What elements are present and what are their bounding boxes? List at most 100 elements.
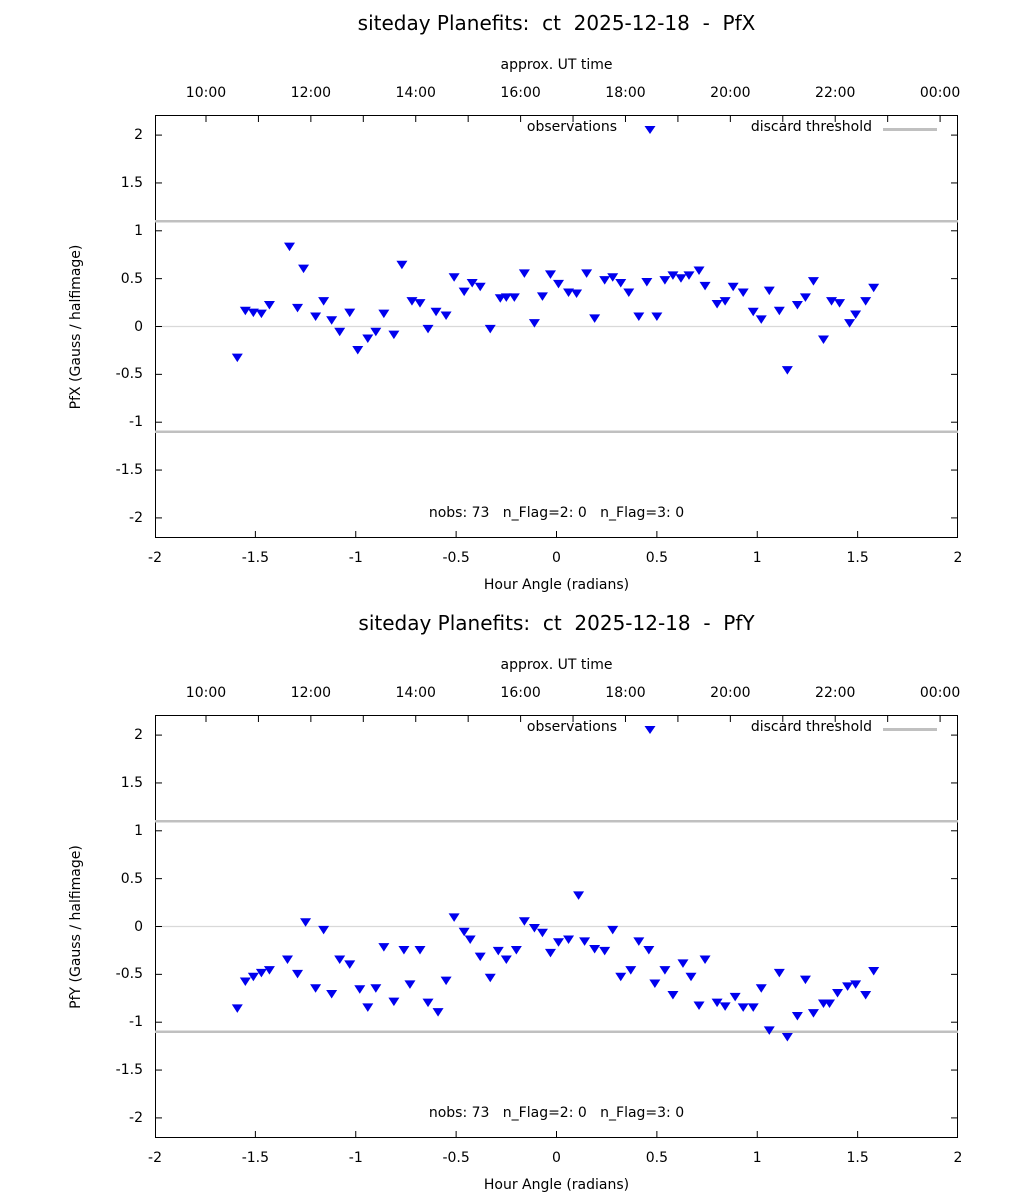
y-tick-label: -1.5 xyxy=(115,1062,143,1079)
x-tick-label: 1 xyxy=(752,1150,762,1166)
data-point xyxy=(388,997,400,1007)
data-point xyxy=(781,1033,793,1042)
data-point xyxy=(422,998,434,1008)
chart-title: siteday Planefits: ct 2025-12-18 - PfY xyxy=(358,611,755,635)
data-point xyxy=(607,273,619,282)
x-axis-title: Hour Angle (radians) xyxy=(483,577,630,593)
y-tick-label: 0 xyxy=(134,918,143,935)
ut-tick-label: 18:00 xyxy=(605,85,646,101)
chart-title: siteday Planefits: ct 2025-12-18 - PfX xyxy=(357,11,756,35)
data-point xyxy=(231,353,243,363)
data-point xyxy=(824,999,836,1009)
data-point xyxy=(247,972,259,982)
ut-tick-label: 12:00 xyxy=(290,85,332,101)
data-point xyxy=(607,925,619,935)
plot-area xyxy=(155,715,958,1138)
data-point xyxy=(683,271,695,280)
data-point xyxy=(432,1008,444,1017)
x-tick-label: -0.5 xyxy=(442,550,470,566)
data-point xyxy=(508,293,520,302)
data-point xyxy=(667,271,679,280)
top-axis-title: approx. UT time xyxy=(500,657,613,673)
data-point xyxy=(281,955,293,965)
data-point xyxy=(466,278,478,288)
x-tick-label: -1.5 xyxy=(241,1150,270,1166)
chart-pfx: siteday Planefits: ct 2025-12-18 - PfX a… xyxy=(68,11,962,593)
data-point xyxy=(747,307,759,317)
data-point xyxy=(406,297,418,306)
data-point xyxy=(773,306,785,316)
data-point xyxy=(448,913,460,922)
data-point xyxy=(263,966,275,975)
legend-threshold-line xyxy=(883,728,937,731)
data-point xyxy=(326,316,338,325)
legend: observations discard threshold xyxy=(155,715,958,743)
data-point xyxy=(711,998,723,1008)
x-tick-label: 1.5 xyxy=(846,550,869,566)
y-tick-label: 1 xyxy=(134,822,143,839)
data-point xyxy=(737,288,749,298)
y-tick-label: -1.5 xyxy=(115,462,143,479)
data-point xyxy=(344,308,356,318)
x-tick-label: 0.5 xyxy=(645,550,668,566)
data-point xyxy=(844,319,856,328)
data-point xyxy=(860,297,872,306)
data-point xyxy=(474,282,486,292)
data-point xyxy=(255,309,267,319)
data-point xyxy=(231,1004,243,1013)
data-point xyxy=(255,968,267,978)
data-point xyxy=(773,968,785,978)
data-point xyxy=(693,266,705,276)
y-tick-label: 0.5 xyxy=(120,270,143,287)
data-point xyxy=(860,990,872,1000)
data-point xyxy=(318,297,330,306)
data-point xyxy=(850,310,862,320)
data-point xyxy=(685,972,697,982)
data-point xyxy=(553,938,565,947)
x-axis-title: Hour Angle (radians) xyxy=(483,1177,630,1193)
y-tick-label: 1.5 xyxy=(120,174,143,191)
data-point xyxy=(370,327,382,337)
data-point xyxy=(398,945,410,955)
data-point xyxy=(396,260,408,270)
data-point xyxy=(334,327,346,337)
x-tick-label: 2 xyxy=(953,1150,963,1166)
data-point xyxy=(850,980,862,989)
data-point xyxy=(832,989,844,998)
plot-area xyxy=(155,115,958,538)
data-point xyxy=(781,366,793,375)
data-point xyxy=(589,314,601,323)
data-point xyxy=(518,917,530,926)
data-point xyxy=(354,985,366,994)
x-tick-label: -1 xyxy=(348,550,363,566)
ut-tick-label: 10:00 xyxy=(185,685,227,701)
ut-tick-label: 14:00 xyxy=(395,685,436,701)
data-point xyxy=(344,960,356,969)
data-point xyxy=(474,952,486,962)
data-point xyxy=(807,1009,819,1018)
data-point xyxy=(310,312,322,321)
data-point xyxy=(633,312,645,321)
data-point xyxy=(643,945,655,955)
data-point xyxy=(737,1003,749,1012)
ut-tick-label: 10:00 xyxy=(185,85,227,101)
data-point xyxy=(826,297,838,306)
data-point xyxy=(799,293,811,302)
data-point xyxy=(378,943,390,952)
data-point xyxy=(310,984,322,993)
data-point xyxy=(755,315,767,324)
legend-threshold-line xyxy=(883,128,937,131)
x-tick-label: -2 xyxy=(148,550,162,566)
data-point xyxy=(362,334,374,343)
data-point xyxy=(247,308,259,318)
data-point xyxy=(763,1026,775,1035)
data-point xyxy=(492,946,504,956)
y-tick-label: 1.5 xyxy=(120,774,143,791)
ut-tick-label: 00:00 xyxy=(919,85,961,101)
data-point xyxy=(581,269,593,278)
top-axis-title: approx. UT time xyxy=(500,57,613,73)
data-point xyxy=(719,1002,731,1011)
data-point xyxy=(625,966,637,975)
data-point xyxy=(599,276,611,285)
data-point xyxy=(563,935,575,944)
